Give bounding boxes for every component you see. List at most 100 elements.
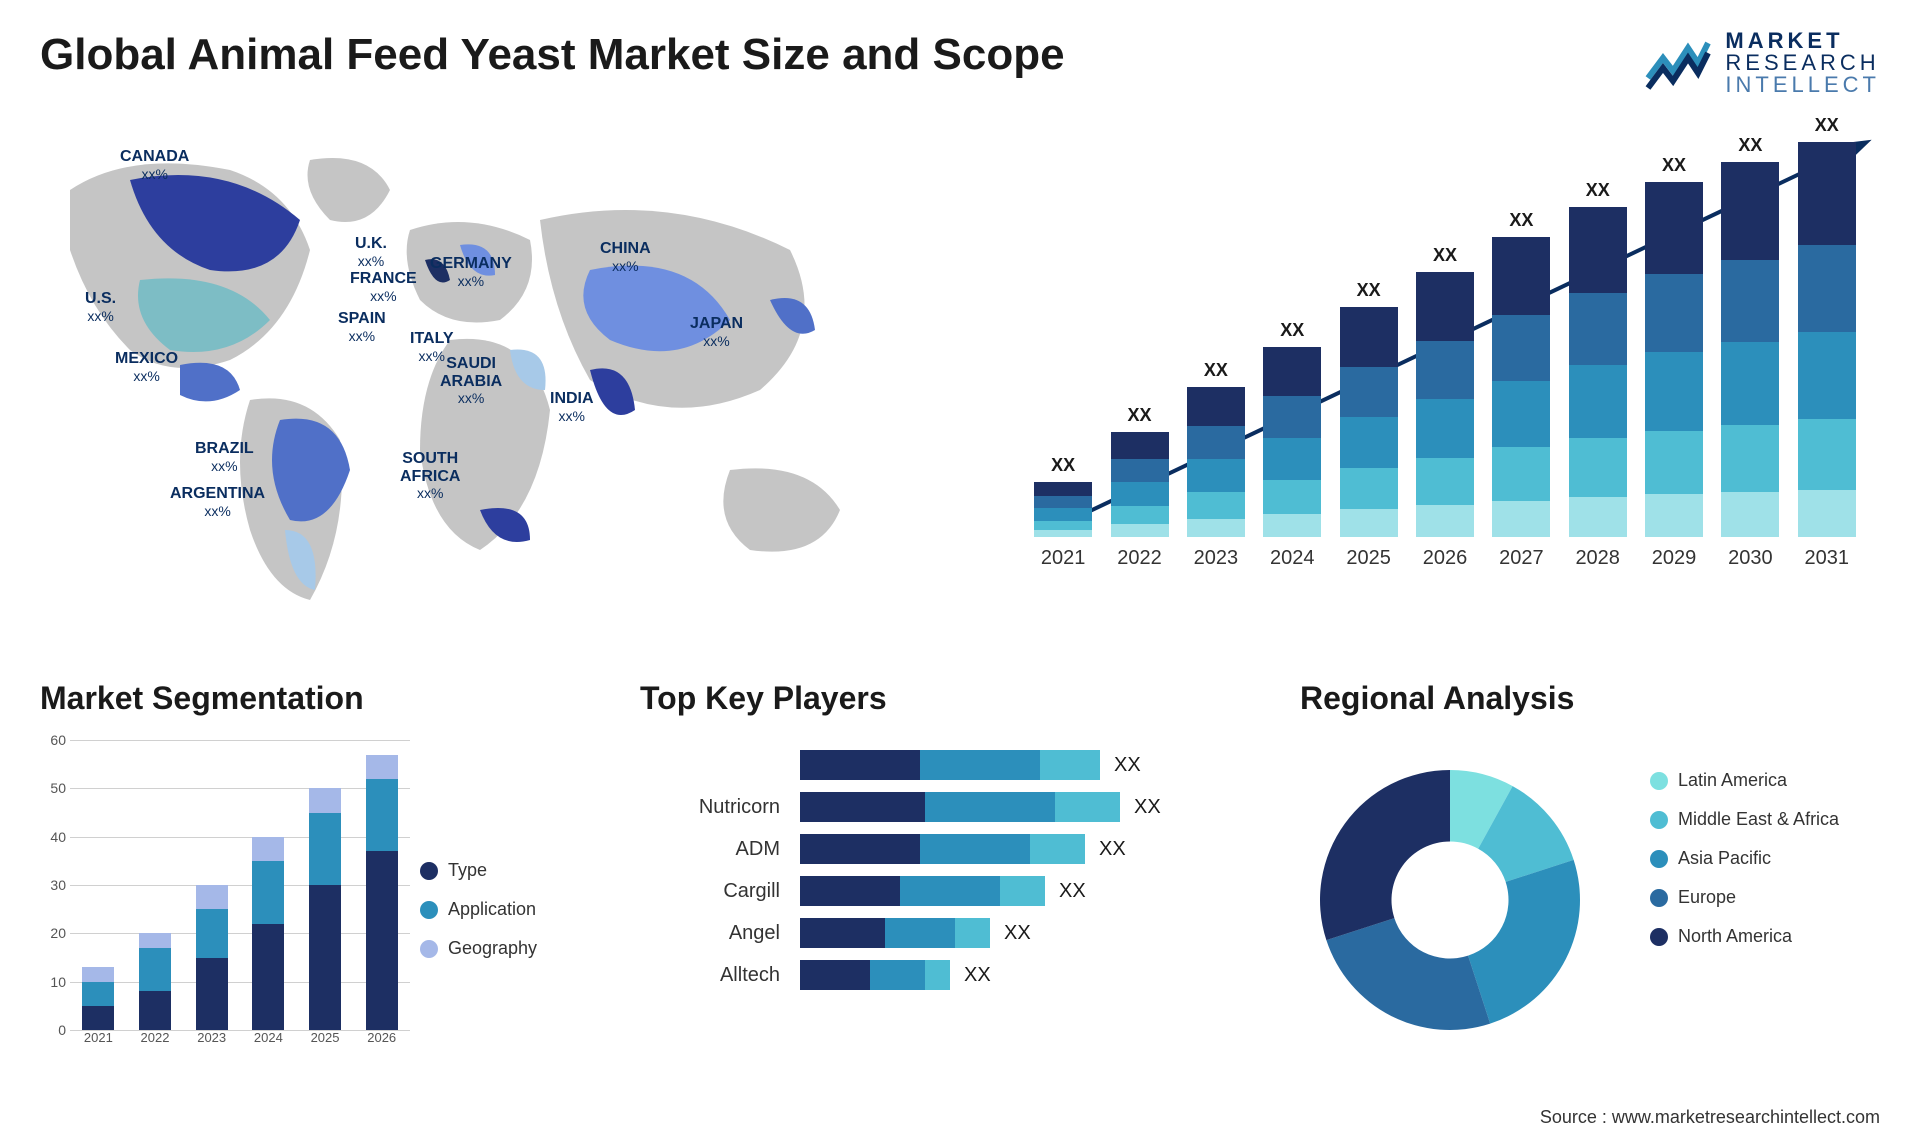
player-segment (885, 918, 955, 948)
growth-segment (1187, 426, 1245, 459)
player-segment (800, 750, 920, 780)
growth-segment (1340, 417, 1398, 468)
growth-segment (1645, 352, 1703, 430)
growth-segment (1340, 468, 1398, 509)
seg-segment (82, 982, 114, 1006)
growth-segment (1721, 260, 1779, 343)
legend-dot-icon (420, 901, 438, 919)
growth-top-label: XX (1128, 405, 1152, 426)
growth-segment (1492, 237, 1550, 315)
players-panel: Top Key Players XXNutricornXXADMXXCargil… (640, 680, 1260, 1080)
seg-segment (309, 885, 341, 1030)
region-legend-item: Latin America (1650, 770, 1880, 791)
seg-legend-item: Application (420, 899, 580, 920)
seg-segment (139, 948, 171, 992)
growth-segment (1416, 272, 1474, 341)
player-bar (800, 792, 1120, 822)
growth-year-label: 2022 (1117, 547, 1162, 570)
growth-segment (1721, 342, 1779, 425)
seg-segment (196, 909, 228, 957)
growth-stack (1492, 237, 1550, 537)
growth-column: XX2029 (1641, 155, 1707, 570)
growth-segment (1416, 341, 1474, 399)
seg-column (309, 788, 341, 1030)
seg-segment (252, 861, 284, 924)
player-segment (800, 792, 925, 822)
seg-x-label: 2023 (183, 1030, 240, 1060)
seg-y-label: 50 (50, 780, 66, 796)
player-bar (800, 960, 950, 990)
player-segment (920, 750, 1040, 780)
growth-segment (1721, 425, 1779, 493)
player-row: ADMXX (640, 834, 1260, 864)
growth-top-label: XX (1357, 280, 1381, 301)
growth-segment (1187, 387, 1245, 426)
map-label: MEXICOxx% (115, 350, 178, 385)
growth-segment (1569, 365, 1627, 438)
map-label: ARGENTINAxx% (170, 485, 265, 520)
seg-x-label: 2022 (127, 1030, 184, 1060)
growth-stack (1416, 272, 1474, 537)
growth-column: XX2021 (1030, 455, 1096, 570)
growth-year-label: 2026 (1423, 547, 1468, 570)
growth-segment (1416, 399, 1474, 457)
seg-segment (366, 851, 398, 1030)
world-map: CANADAxx%U.S.xx%MEXICOxx%BRAZILxx%ARGENT… (30, 130, 940, 610)
growth-segment (1263, 514, 1321, 537)
growth-segment (1034, 521, 1092, 531)
growth-segment (1492, 447, 1550, 501)
growth-segment (1645, 431, 1703, 495)
legend-dot-icon (1650, 928, 1668, 946)
growth-stack (1111, 432, 1169, 537)
player-name: Nutricorn (640, 796, 800, 819)
donut-slice (1320, 770, 1450, 940)
seg-x-label: 2021 (70, 1030, 127, 1060)
growth-segment (1340, 307, 1398, 367)
growth-year-label: 2027 (1499, 547, 1544, 570)
growth-segment (1798, 332, 1856, 419)
map-label: BRAZILxx% (195, 440, 254, 475)
growth-column: XX 2023 (1183, 360, 1249, 570)
legend-dot-icon (420, 862, 438, 880)
growth-top-label: XX (1662, 155, 1686, 176)
growth-year-label: 2028 (1575, 547, 1620, 570)
growth-segment (1111, 524, 1169, 537)
growth-stack (1187, 387, 1245, 537)
growth-top-label: XX (1433, 245, 1457, 266)
growth-segment (1034, 508, 1092, 520)
seg-y-label: 0 (58, 1022, 66, 1038)
player-row: NutricornXX (640, 792, 1260, 822)
growth-year-label: 2031 (1805, 547, 1850, 570)
player-segment (800, 918, 885, 948)
player-segment (925, 792, 1055, 822)
growth-column: XX 2022 (1106, 405, 1172, 570)
seg-y-label: 40 (50, 829, 66, 845)
brand-logo: MARKET RESEARCH INTELLECT (1643, 30, 1880, 96)
growth-segment (1569, 497, 1627, 537)
growth-top-label: XX (1815, 115, 1839, 136)
seg-segment (196, 885, 228, 909)
seg-x-label: 2025 (297, 1030, 354, 1060)
seg-y-label: 10 (50, 974, 66, 990)
growth-year-label: 2021 (1041, 547, 1086, 570)
player-bar (800, 918, 990, 948)
legend-label: Asia Pacific (1678, 848, 1771, 869)
growth-stack (1340, 307, 1398, 537)
growth-segment (1263, 347, 1321, 396)
growth-chart: XX2021XX2022XX2023XX2024XX2025XX2026XX20… (1010, 130, 1880, 610)
donut-slice (1326, 918, 1490, 1030)
growth-segment (1034, 530, 1092, 537)
player-row: AngelXX (640, 918, 1260, 948)
growth-column: XX2024 (1259, 320, 1325, 570)
page-title: Global Animal Feed Yeast Market Size and… (40, 30, 1065, 80)
legend-dot-icon (1650, 889, 1668, 907)
growth-stack (1569, 207, 1627, 537)
growth-stack (1034, 482, 1092, 537)
player-name: Cargill (640, 880, 800, 903)
growth-top-label: XX (1204, 360, 1228, 381)
growth-segment (1569, 438, 1627, 497)
growth-year-label: 2023 (1194, 547, 1239, 570)
player-row: CargillXX (640, 876, 1260, 906)
logo-line-3: INTELLECT (1725, 74, 1880, 96)
player-segment (800, 834, 920, 864)
